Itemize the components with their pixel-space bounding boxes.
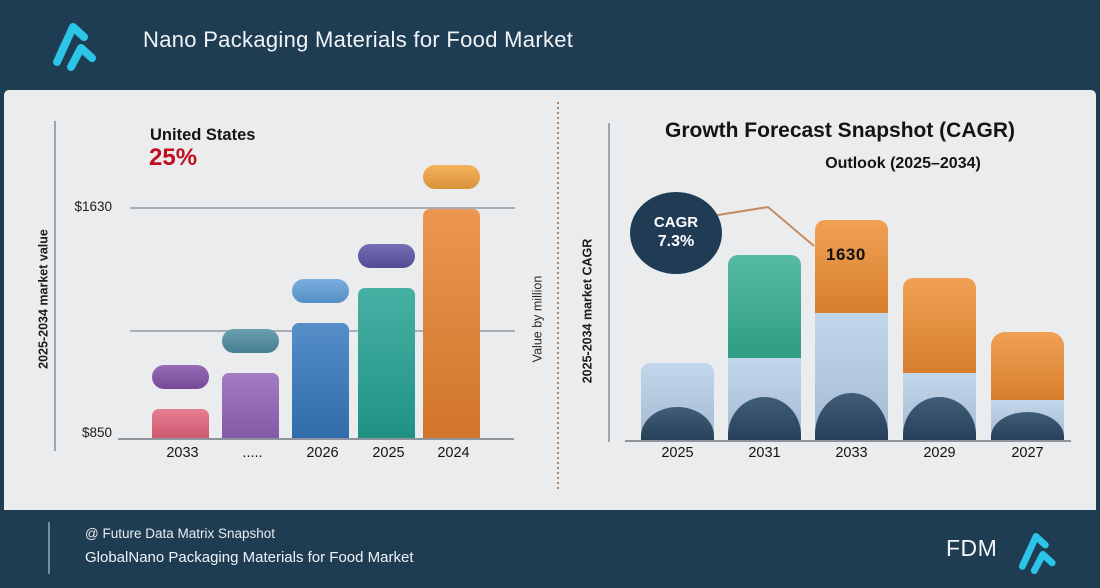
x-axis-label-2024: 2024 [437, 445, 470, 461]
bar-..... [222, 373, 279, 438]
left-y-axis-title: 2025-2034 market value [36, 229, 51, 369]
bar-2025 [358, 288, 415, 438]
fdm-logo-icon [53, 23, 96, 71]
x-axis-label-2029: 2029 [923, 445, 956, 461]
x-axis-label-2031: 2031 [748, 445, 781, 461]
right-chart-title: Growth Forecast Snapshot (CAGR) [664, 119, 1016, 142]
bar-2031-top-segment [728, 255, 801, 358]
footer-bar: @ Future Data Matrix Snapshot GlobalNano… [0, 510, 1100, 588]
bar-2024 [423, 209, 480, 438]
x-axis-label-2033: 2033 [835, 445, 868, 461]
right-y-axis-title: 2025-2034 market CAGR [580, 238, 595, 384]
x-axis-label-2026: 2026 [306, 445, 339, 461]
floating-cap-2033 [152, 365, 209, 389]
bar-2026 [292, 323, 349, 438]
y-tick-1630: $1630 [74, 199, 112, 214]
bar-value-annotation: 1630 [826, 245, 866, 264]
floating-cap-2026 [292, 279, 349, 303]
footer-source-line: @ Future Data Matrix Snapshot [85, 526, 276, 541]
left-y-axis-line [54, 121, 56, 451]
floating-cap-2025 [358, 244, 415, 268]
x-axis-label-2033: 2033 [166, 445, 199, 461]
fdm-footer-logo-icon [1018, 533, 1056, 575]
floating-cap-..... [222, 329, 279, 353]
cagr-badge-value: 7.3% [657, 233, 695, 251]
infographic-panel: $1630 $850 2025-2034 market value Value … [4, 90, 1096, 510]
x-axis-label-2025: 2025 [372, 445, 405, 461]
right-chart-subtitle: Outlook (2025–2034) [825, 155, 981, 172]
x-axis-label-2025: 2025 [661, 445, 694, 461]
cagr-badge: CAGR 7.3% [630, 192, 722, 274]
footer-separator [48, 522, 50, 574]
x-axis-label-.....: ..... [242, 445, 263, 461]
right-x-axis-line [625, 440, 1071, 442]
header-bar: Nano Packaging Materials for Food Market [0, 0, 1100, 90]
left-chart-highlight-value: 25% [149, 144, 198, 171]
callout-connector-line [711, 205, 815, 247]
left-secondary-axis-title: Value by million [530, 275, 545, 363]
left-x-axis-line [118, 438, 514, 440]
cagr-badge-label: CAGR [653, 214, 699, 232]
right-y-axis-line [608, 123, 610, 442]
bar-2027-top-segment [991, 332, 1064, 400]
footer-brand-text: FDM [946, 535, 998, 561]
bar-2029-top-segment [903, 278, 976, 373]
floating-cap-2024 [423, 165, 480, 189]
gridline-1630 [130, 207, 515, 209]
footer-subject-line: GlobalNano Packaging Materials for Food … [85, 549, 414, 566]
bar-2033 [152, 409, 209, 438]
x-axis-label-2027: 2027 [1011, 445, 1044, 461]
y-tick-850: $850 [81, 425, 112, 440]
panel-divider-dotted [557, 102, 559, 492]
bar-2033-top-segment [815, 220, 888, 313]
page-title: Nano Packaging Materials for Food Market [143, 27, 574, 52]
left-chart-title: United States [150, 126, 256, 144]
